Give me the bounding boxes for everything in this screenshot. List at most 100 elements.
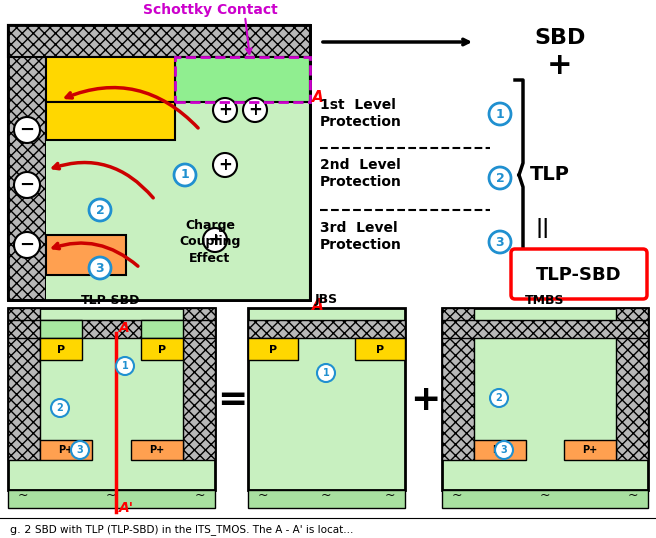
Text: +: + (248, 101, 262, 119)
Bar (40, 338, 82, 360)
Bar (248, 308, 405, 490)
Circle shape (490, 389, 508, 407)
Bar (248, 338, 298, 360)
Bar (442, 490, 648, 508)
Text: 2nd  Level: 2nd Level (320, 158, 401, 172)
Text: 3: 3 (501, 445, 507, 455)
Text: 1: 1 (323, 368, 329, 378)
Bar (40, 440, 92, 460)
Text: +: + (410, 383, 440, 417)
Bar (141, 338, 183, 360)
Text: Schottky Contact: Schottky Contact (142, 3, 277, 17)
Bar (616, 308, 648, 460)
Circle shape (495, 441, 513, 459)
Text: ~: ~ (385, 489, 396, 501)
Circle shape (213, 98, 237, 122)
Bar (8, 25, 46, 300)
Text: P: P (57, 345, 65, 355)
Text: +: + (547, 51, 573, 80)
Text: P+: P+ (150, 445, 165, 455)
Bar (474, 440, 526, 460)
Text: 2: 2 (56, 403, 64, 413)
Text: ~: ~ (18, 489, 28, 501)
Text: TLP-SBD: TLP-SBD (536, 266, 622, 284)
Text: −: − (20, 176, 35, 194)
Text: Protection: Protection (320, 175, 402, 189)
Bar (141, 320, 183, 338)
Bar (8, 25, 310, 300)
Circle shape (213, 153, 237, 177)
Bar (355, 338, 405, 360)
Bar (8, 308, 215, 490)
Bar (40, 320, 82, 338)
Circle shape (203, 228, 227, 252)
Bar (183, 308, 215, 460)
Text: 2: 2 (96, 203, 104, 216)
Bar (175, 57, 310, 102)
Circle shape (89, 257, 111, 279)
Bar (248, 320, 405, 338)
Text: A: A (119, 321, 130, 335)
Text: Effect: Effect (190, 252, 231, 265)
Text: P+: P+ (58, 445, 73, 455)
Bar (248, 490, 405, 508)
Circle shape (489, 103, 511, 125)
Text: ||: || (535, 218, 549, 238)
Text: A': A' (119, 501, 134, 515)
Circle shape (489, 231, 511, 253)
Circle shape (89, 199, 111, 221)
Text: P: P (376, 345, 384, 355)
Circle shape (51, 399, 69, 417)
Bar (46, 235, 126, 275)
Text: Coupling: Coupling (179, 236, 241, 249)
Text: g. 2: g. 2 (10, 525, 31, 535)
Text: +: + (208, 231, 222, 249)
Text: P+: P+ (493, 445, 508, 455)
Bar (46, 102, 175, 140)
Bar (175, 57, 310, 102)
Text: JBS: JBS (314, 294, 338, 307)
Bar (442, 308, 648, 490)
Bar (564, 440, 616, 460)
Text: ~: ~ (195, 489, 205, 501)
Text: −: − (20, 236, 35, 254)
Circle shape (116, 357, 134, 375)
Circle shape (174, 164, 196, 186)
Bar (8, 308, 40, 460)
Circle shape (14, 172, 40, 198)
Text: 3rd  Level: 3rd Level (320, 221, 398, 235)
Bar (8, 490, 215, 508)
Text: +: + (218, 101, 232, 119)
Circle shape (14, 232, 40, 258)
Text: ~: ~ (321, 489, 331, 501)
Text: ~: ~ (452, 489, 462, 501)
Bar (8, 25, 310, 57)
Text: TLP: TLP (530, 166, 570, 185)
Text: 1: 1 (180, 168, 190, 181)
Text: 2: 2 (496, 393, 502, 403)
Bar (442, 320, 648, 338)
Text: SBD with TLP (TLP-SBD) in the ITS_TMOS. The A - A' is locat...: SBD with TLP (TLP-SBD) in the ITS_TMOS. … (35, 525, 354, 535)
Bar (46, 57, 175, 102)
Text: =: = (217, 383, 247, 417)
Text: −: − (20, 121, 35, 139)
Text: P: P (158, 345, 166, 355)
Circle shape (489, 167, 511, 189)
Bar (46, 25, 310, 300)
Bar (8, 320, 215, 338)
Text: A': A' (312, 298, 329, 313)
Text: TMBS: TMBS (525, 294, 565, 307)
Text: 3: 3 (96, 261, 104, 274)
Circle shape (14, 117, 40, 143)
Bar (131, 440, 183, 460)
Text: +: + (218, 156, 232, 174)
Text: 3: 3 (77, 445, 83, 455)
Text: 1: 1 (496, 108, 504, 121)
Text: ~: ~ (258, 489, 268, 501)
Text: Protection: Protection (320, 115, 402, 129)
Circle shape (317, 364, 335, 382)
Text: SBD: SBD (535, 28, 586, 48)
Text: 3: 3 (496, 236, 504, 249)
Bar (8, 25, 310, 300)
Circle shape (71, 441, 89, 459)
